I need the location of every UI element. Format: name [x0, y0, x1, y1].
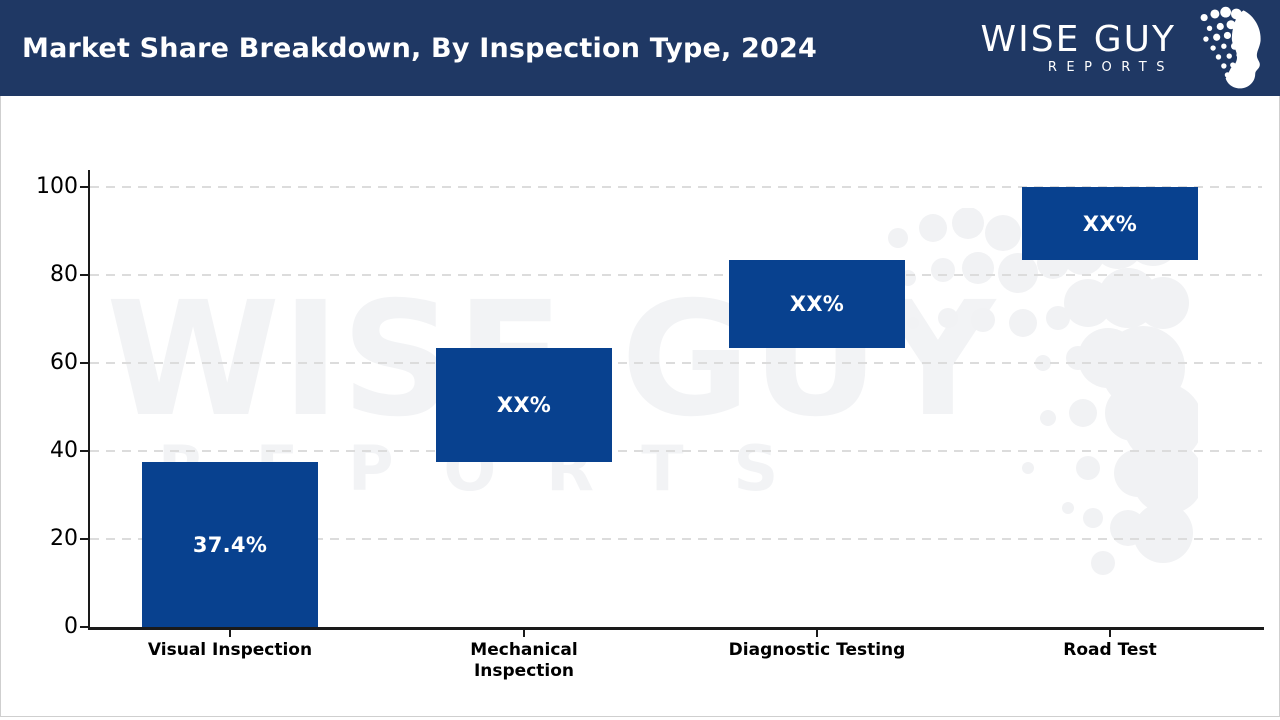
- y-tick-label-20: 20: [50, 526, 78, 551]
- y-tick-60: [80, 362, 90, 364]
- y-tick-label-40: 40: [50, 438, 78, 463]
- brand-logo: WISE GUY REPORTS: [981, 0, 1267, 96]
- y-tick-label-100: 100: [36, 174, 78, 199]
- bar-mechanical-inspection: XX%: [436, 348, 612, 463]
- brand-name: WISE GUY: [980, 18, 1176, 60]
- x-tick-4: [1109, 630, 1111, 637]
- x-category-label: Road Test: [1063, 640, 1157, 660]
- gridline-y-20: [90, 538, 1262, 540]
- y-tick-0: [80, 626, 90, 628]
- y-tick-label-0: 0: [64, 614, 78, 639]
- y-tick-20: [80, 538, 90, 540]
- bar-value-label: XX%: [1082, 211, 1138, 236]
- bar-value-label: XX%: [496, 393, 552, 418]
- x-tick-1: [229, 630, 231, 637]
- bar-value-label: XX%: [789, 292, 845, 317]
- brand-logo-text: WISE GUY REPORTS: [980, 18, 1177, 76]
- gridline-y-40: [90, 450, 1262, 452]
- x-category-label: Mechanical Inspection: [470, 640, 578, 682]
- brand-face-icon: [1200, 6, 1261, 89]
- bar-road-test: XX%: [1022, 187, 1198, 261]
- gridline-y-60: [90, 362, 1262, 364]
- chart-title: Market Share Breakdown, By Inspection Ty…: [22, 32, 817, 64]
- y-tick-label-60: 60: [50, 350, 78, 375]
- header-bar: Market Share Breakdown, By Inspection Ty…: [0, 0, 1280, 96]
- gridline-y-80: [90, 274, 1262, 276]
- x-category-label: Visual Inspection: [147, 640, 313, 660]
- x-tick-2: [523, 630, 525, 637]
- x-category-label: Diagnostic Testing: [728, 640, 906, 660]
- bar-diagnostic-testing: XX%: [729, 260, 905, 349]
- y-tick-80: [80, 274, 90, 276]
- brand-subtitle: REPORTS: [1047, 60, 1174, 76]
- y-tick-100: [80, 186, 90, 188]
- y-tick-40: [80, 450, 90, 452]
- y-tick-label-80: 80: [50, 262, 78, 287]
- x-axis-line: [88, 627, 1264, 630]
- gridline-y-100: [90, 186, 1262, 188]
- bar-value-label: 37.4%: [192, 532, 268, 557]
- x-tick-3: [816, 630, 818, 637]
- bar-visual-inspection: 37.4%: [142, 462, 318, 627]
- y-axis-line: [88, 170, 90, 629]
